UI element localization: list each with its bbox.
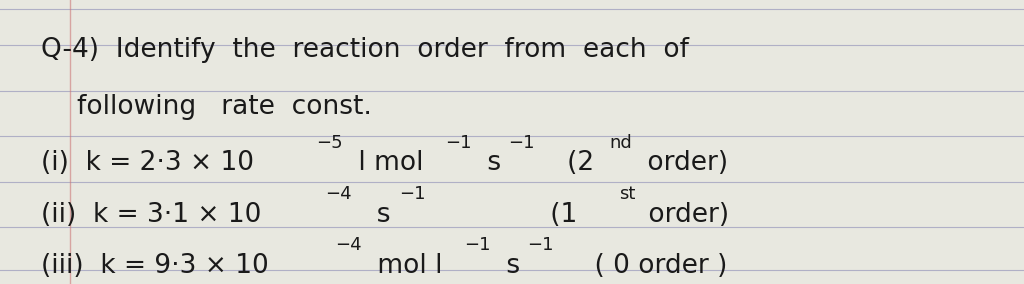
Text: nd: nd xyxy=(609,134,632,152)
Text: s: s xyxy=(359,202,390,227)
Text: following   rate  const.: following rate const. xyxy=(77,94,372,120)
Text: −5: −5 xyxy=(315,134,342,152)
Text: l mol: l mol xyxy=(350,151,424,176)
Text: −1: −1 xyxy=(445,134,471,152)
Text: s: s xyxy=(479,151,502,176)
Text: −1: −1 xyxy=(464,236,490,254)
Text: −4: −4 xyxy=(335,236,361,254)
Text: s: s xyxy=(499,253,520,279)
Text: order): order) xyxy=(640,202,730,227)
Text: −1: −1 xyxy=(526,236,553,254)
Text: −4: −4 xyxy=(326,185,352,203)
Text: ( 0 order ): ( 0 order ) xyxy=(561,253,727,279)
Text: (ii)  k = 3·1 × 10: (ii) k = 3·1 × 10 xyxy=(41,202,261,227)
Text: (i)  k = 2·3 × 10: (i) k = 2·3 × 10 xyxy=(41,151,254,176)
Text: −1: −1 xyxy=(508,134,535,152)
Text: −1: −1 xyxy=(399,185,426,203)
Text: Q-4)  Identify  the  reaction  order  from  each  of: Q-4) Identify the reaction order from ea… xyxy=(41,37,689,63)
Text: (1: (1 xyxy=(433,202,578,227)
Text: order): order) xyxy=(639,151,728,176)
Text: st: st xyxy=(620,185,636,203)
Text: (2: (2 xyxy=(542,151,594,176)
Text: (iii)  k = 9·3 × 10: (iii) k = 9·3 × 10 xyxy=(41,253,268,279)
Text: mol l: mol l xyxy=(370,253,442,279)
